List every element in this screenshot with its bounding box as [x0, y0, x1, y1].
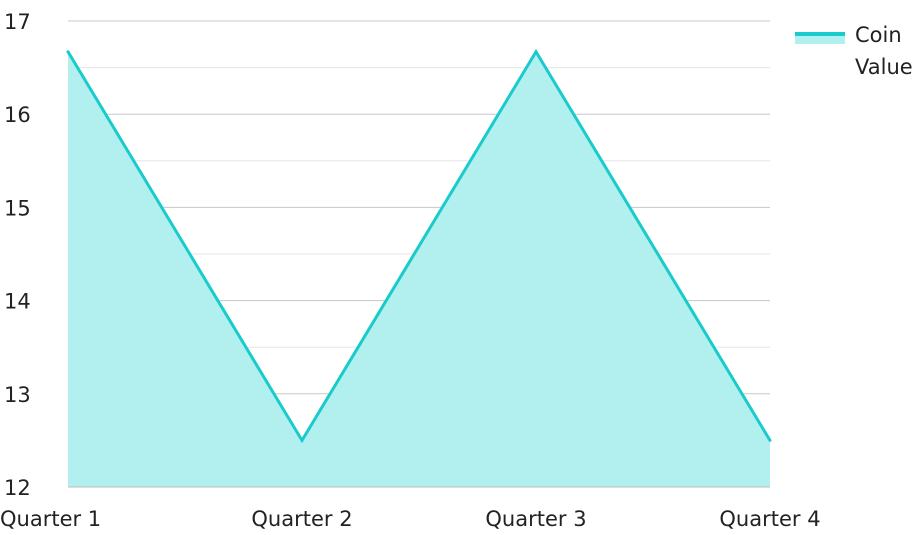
- legend-swatch-fill: [795, 36, 845, 44]
- area-series: [66, 48, 772, 487]
- legend: Coin Value: [795, 23, 913, 79]
- y-tick-label: 14: [4, 290, 31, 314]
- y-tick-label: 12: [4, 476, 31, 500]
- series-line: [66, 48, 772, 444]
- tick-labels: 12 13 14 15 16 17 Quarter 1 Quarter 2 Quarter 3 Q…: [0, 10, 821, 531]
- legend-label-line-2: Value: [855, 55, 913, 79]
- x-tick-label: Quarter 4: [719, 507, 820, 531]
- data-point: [768, 438, 772, 442]
- y-tick-label: 15: [4, 196, 31, 220]
- legend-label-line-1: Coin: [855, 23, 902, 47]
- x-tick-label: Quarter 3: [485, 507, 586, 531]
- y-tick-label: 16: [4, 103, 31, 127]
- data-point: [300, 438, 304, 442]
- y-tick-label: 13: [4, 383, 31, 407]
- y-tick-label: 17: [4, 10, 31, 34]
- x-tick-label: Quarter 2: [251, 507, 352, 531]
- data-point: [534, 50, 538, 54]
- x-tick-label: Quarter 1: [0, 507, 101, 531]
- area-fill: [68, 51, 770, 487]
- data-point: [66, 50, 70, 54]
